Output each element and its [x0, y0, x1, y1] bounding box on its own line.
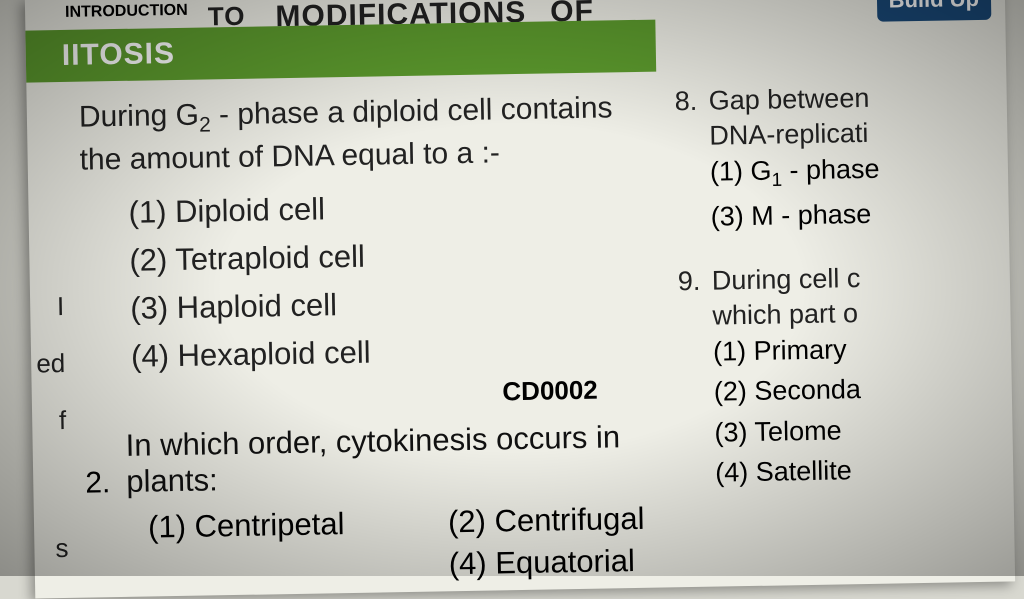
build-badge-text: Build Up — [888, 0, 979, 13]
header-intro: INTRODUCTION — [65, 2, 188, 22]
q1-stem-part: During G — [79, 99, 200, 134]
r9-row: 9.During cell c — [678, 258, 991, 301]
q2-opt1: (1) Centripetal — [148, 505, 449, 546]
q1-stem: During G2 - phase a diploid cell contain… — [79, 88, 650, 180]
q1-stem-sub: 2 — [199, 113, 211, 136]
q2-number: 2. — [85, 467, 111, 501]
r9-number: 9. — [678, 263, 713, 301]
r8-line1: Gap between — [708, 80, 869, 121]
r8-opt3: (3) M - phase — [676, 191, 989, 237]
left-column: During G2 - phase a diploid cell contain… — [26, 79, 675, 590]
r9-opt1: (1) Primary — [679, 327, 992, 373]
q1-opt4: (4) Hexaploid cell — [131, 324, 654, 381]
page: INTRODUCTION TO MODIFICATIONS OF IITOSIS… — [25, 0, 1015, 599]
r8-opt1-sub: 1 — [771, 170, 782, 191]
edge-text: s — [34, 519, 71, 577]
edge-text: f — [32, 392, 69, 450]
q2-opt4: (4) Equatorial — [87, 543, 658, 589]
r8-opt1: (1) G1 - phase — [676, 147, 989, 197]
q2-stem: In which order, cytokinesis occurs in pl… — [125, 419, 655, 500]
r8-row: 8.Gap between — [674, 78, 987, 121]
r9-line1: During cell c — [712, 260, 861, 300]
r9-opt3: (3) Telome — [680, 408, 993, 454]
q2-row: 2. In which order, cytokinesis occurs in… — [84, 419, 655, 501]
r9-opt4: (4) Satellite — [681, 448, 994, 494]
edge-text: I — [30, 278, 67, 336]
right-column: 8.Gap between DNA-replicati (1) G1 - pha… — [666, 74, 995, 579]
content-columns: During G2 - phase a diploid cell contain… — [26, 61, 1015, 590]
q2-options-row1: (1) Centripetal (2) Centrifugal — [86, 501, 657, 547]
q1-options: (1) Diploid cell (2) Tetraploid cell (3)… — [80, 180, 653, 382]
r8-number: 8. — [674, 83, 709, 121]
r9-opt2: (2) Seconda — [679, 367, 992, 413]
r8-opt1-post: - phase — [782, 154, 880, 186]
build-badge: Build Up — [876, 0, 991, 22]
edge-text: ed — [31, 335, 68, 393]
q2-opt2: (2) Centrifugal — [448, 501, 645, 540]
left-page-edge: I ed f s — [27, 138, 71, 577]
r8-opt1-pre: (1) G — [710, 155, 772, 186]
section-band: IITOSIS — [25, 20, 656, 83]
section-band-text: IITOSIS — [62, 37, 176, 73]
